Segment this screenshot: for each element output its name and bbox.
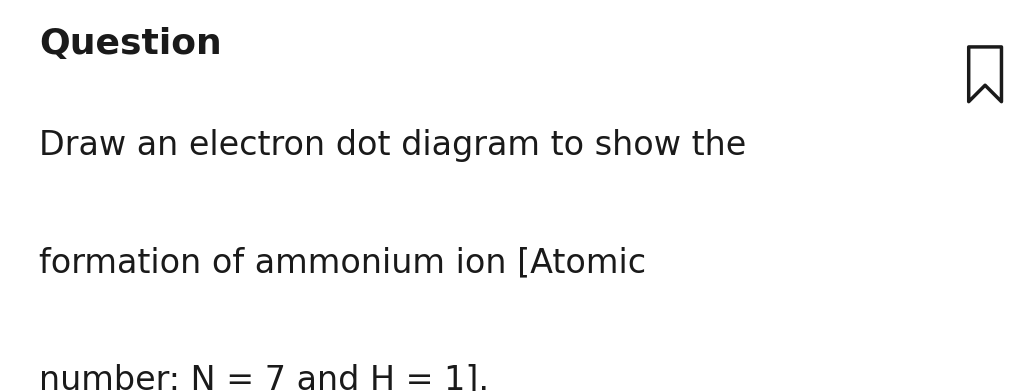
Text: number: N = 7 and H = 1].: number: N = 7 and H = 1]. [39, 364, 489, 391]
Text: Question: Question [39, 27, 221, 61]
Text: formation of ammonium ion [Atomic: formation of ammonium ion [Atomic [39, 246, 646, 279]
Text: Draw an electron dot diagram to show the: Draw an electron dot diagram to show the [39, 129, 746, 162]
